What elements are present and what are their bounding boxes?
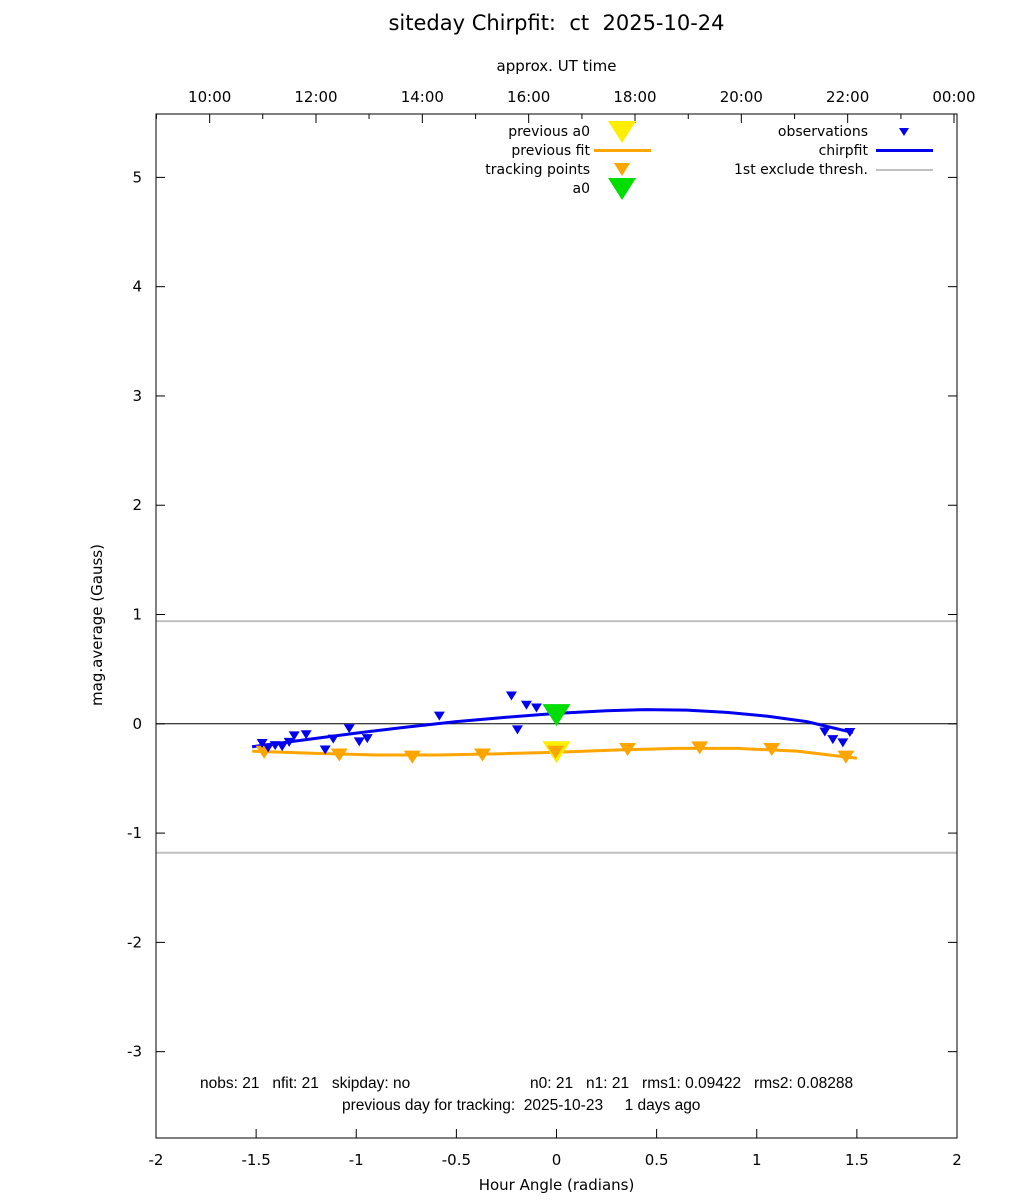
legend-label-exclude-thresh: 1st exclude thresh.: [734, 161, 868, 178]
legend-entry-exclude-thresh: 1st exclude thresh.: [640, 160, 940, 179]
stats-previous-day: previous day for tracking: 2025-10-23 1 …: [342, 1097, 701, 1114]
legend-label-tracking-points: tracking points: [485, 161, 590, 178]
legend-label-a0: a0: [572, 180, 591, 197]
y-tick-label: 4: [132, 278, 142, 296]
legend-entry-chirpfit: chirpfit: [640, 141, 940, 160]
ut-tick-label: 10:00: [188, 88, 231, 106]
observations-marker: [530, 703, 542, 713]
observations-marker: [343, 724, 355, 734]
y-tick-label: 5: [132, 168, 142, 186]
observations-marker: [520, 700, 532, 710]
legend-label-observations: observations: [777, 123, 868, 140]
legend-label-chirpfit: chirpfit: [818, 142, 868, 159]
ut-tick-label: 12:00: [294, 88, 337, 106]
y-tick-label: 2: [132, 496, 142, 514]
x-tick-label: 1: [752, 1151, 762, 1169]
tracking-points-marker: [691, 741, 709, 755]
tracking-points-marker: [403, 750, 421, 764]
observations-marker: [837, 738, 849, 748]
legend-label-previous-fit: previous fit: [511, 142, 590, 159]
tracking-points-marker: [619, 742, 637, 756]
ut-tick-label: 14:00: [401, 88, 444, 106]
observations-marker: [827, 735, 839, 745]
legend-entry-a0: a0: [400, 177, 654, 200]
a0-marker: [542, 704, 571, 727]
x-tick-label: 0.5: [645, 1151, 669, 1169]
observation-triangle-icon: [899, 127, 909, 136]
chirpfit-curve: [251, 708, 854, 749]
observations-marker: [505, 691, 517, 701]
observations-marker: [819, 727, 831, 737]
ut-tick-label: 22:00: [826, 88, 869, 106]
tracking-points-marker: [763, 742, 781, 756]
observations-marker: [353, 737, 365, 747]
previous-a0-triangle-icon: [608, 120, 636, 143]
x-axis-title: Hour Angle (radians): [478, 1176, 635, 1194]
observations-marker: [256, 738, 268, 748]
observations-marker: [262, 743, 274, 753]
ut-tick-label: 00:00: [932, 88, 975, 106]
legend-entry-previous-a0: previous a0: [400, 120, 654, 143]
observations-marker: [283, 737, 295, 747]
x-tick-label: -2: [149, 1151, 164, 1169]
chirpfit-line-icon: [875, 149, 933, 152]
x-tick-label: -1: [349, 1151, 364, 1169]
observations-marker: [511, 725, 523, 735]
legend-entry-previous-fit: previous fit: [400, 141, 654, 160]
x-tick-label: 0: [552, 1151, 562, 1169]
observations-marker: [288, 731, 300, 741]
x-tick-label: 2: [952, 1151, 962, 1169]
observations-marker: [300, 730, 312, 740]
page-title: siteday Chirpfit: ct 2025-10-24: [388, 11, 725, 35]
plot-border: [155, 113, 958, 1139]
x-tick-label: -0.5: [442, 1151, 471, 1169]
observations-marker: [361, 734, 373, 744]
exclude-thresh-line-icon: [875, 168, 933, 171]
observations-marker: [433, 711, 445, 721]
observations-marker: [319, 745, 331, 755]
stats-counts: nobs: 21 nfit: 21 skipday: no: [200, 1075, 411, 1092]
x-tick-label: 1.5: [845, 1151, 869, 1169]
y-tick-label: -1: [127, 824, 142, 842]
x-tick-label: -1.5: [241, 1151, 270, 1169]
legend-entry-observations: observations: [640, 122, 940, 141]
legend-label-previous-a0: previous a0: [508, 123, 590, 140]
legend-entry-tracking-points: tracking points: [400, 160, 654, 179]
tracking-point-triangle-icon: [614, 163, 630, 176]
tracking-points-marker: [837, 750, 855, 764]
observations-marker: [327, 734, 339, 744]
tracking-points-marker: [546, 745, 564, 759]
tracking-points-marker: [330, 748, 348, 762]
ut-tick-label: 18:00: [613, 88, 656, 106]
ut-tick-label: 16:00: [507, 88, 550, 106]
y-tick-label: 3: [132, 387, 142, 405]
ut-tick-label: 20:00: [720, 88, 763, 106]
y-tick-label: -2: [127, 933, 142, 951]
y-tick-label: 0: [132, 715, 142, 733]
a0-triangle-icon: [608, 177, 636, 200]
y-tick-label: 1: [132, 606, 142, 624]
observations-marker: [844, 728, 856, 738]
y-tick-label: -3: [127, 1043, 142, 1061]
ut-time-axis-title: approx. UT time: [496, 57, 617, 75]
stats-rms: n0: 21 n1: 21 rms1: 0.09422 rms2: 0.0828…: [530, 1075, 854, 1092]
previous-fit-line-icon: [593, 149, 651, 152]
tracking-points-marker: [473, 748, 491, 762]
observations-marker: [276, 742, 288, 752]
